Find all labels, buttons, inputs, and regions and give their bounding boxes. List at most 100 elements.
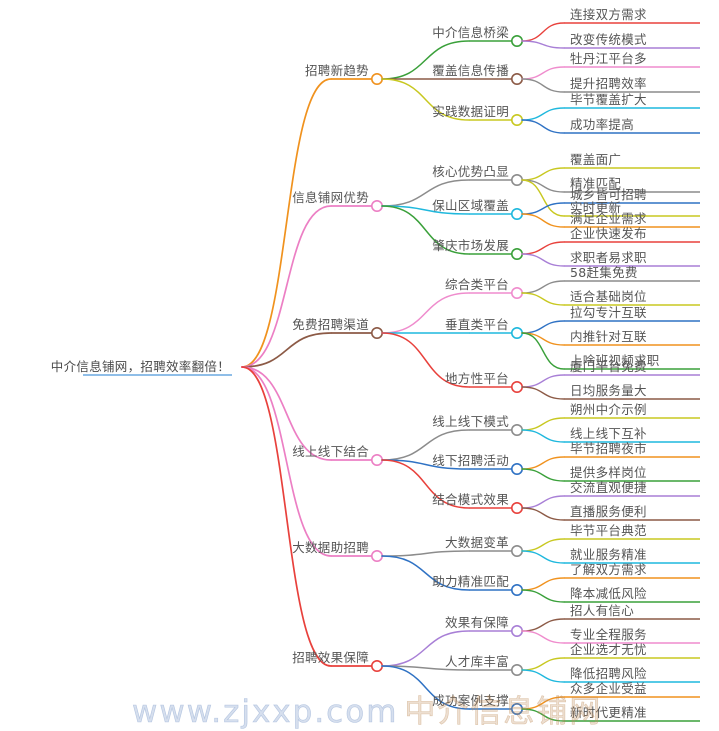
sub-node-3-0[interactable] xyxy=(510,423,523,436)
leaf-label-3-2-1[interactable]: 直播服务便利 xyxy=(570,504,647,519)
sub-label-2-2[interactable]: 地方性平台 xyxy=(444,371,509,386)
connector-sub-1-0-to-leaf-0 xyxy=(521,167,565,181)
leaf-label-4-1-0[interactable]: 了解双方需求 xyxy=(570,562,647,577)
branch-label-4[interactable]: 大数据助招聘 xyxy=(292,540,369,555)
leaf-label-2-0-0[interactable]: 58赶集免费 xyxy=(570,265,638,280)
leaf-label-4-0-0[interactable]: 毕节平台典范 xyxy=(570,523,647,538)
leaf-label-4-1-1[interactable]: 降本减低风险 xyxy=(570,586,647,601)
sub-label-2-0[interactable]: 综合类平台 xyxy=(444,277,509,292)
leaf-label-3-1-1[interactable]: 提供多样岗位 xyxy=(570,465,647,480)
sub-node-0-1[interactable] xyxy=(510,73,523,86)
connector-sub-1-1-to-leaf-1 xyxy=(521,213,565,228)
leaf-label-2-1-0[interactable]: 拉勾专汁互联 xyxy=(570,305,647,320)
sub-node-1-0[interactable] xyxy=(510,174,523,187)
sub-node-2-2[interactable] xyxy=(510,380,523,393)
sub-label-1-1[interactable]: 保山区域覆盖 xyxy=(432,198,509,213)
leaf-label-1-1-0[interactable]: 城乡皆可招聘 xyxy=(570,187,647,202)
sub-node-0-0[interactable] xyxy=(510,34,523,47)
sub-node-0-2[interactable] xyxy=(510,114,523,127)
leaf-label-2-1-1[interactable]: 内推针对互联 xyxy=(570,329,647,344)
connector-sub-2-2-to-leaf-0 xyxy=(521,374,565,388)
connector-sub-2-2-to-leaf-1 xyxy=(521,386,565,400)
sub-label-5-2[interactable]: 成功案例支撑 xyxy=(432,693,509,708)
connector-root-to-branch-4 xyxy=(241,366,332,557)
sub-label-3-2[interactable]: 结合模式效果 xyxy=(432,492,509,507)
connector-branch-2-to-sub-2 xyxy=(381,332,470,388)
branch-label-3[interactable]: 线上线下结合 xyxy=(292,444,369,459)
leaf-label-3-0-0[interactable]: 朔州中介示例 xyxy=(570,402,647,417)
leaf-label-1-1-1[interactable]: 满足企业需求 xyxy=(570,211,647,226)
sub-label-5-1[interactable]: 人才库丰富 xyxy=(444,654,509,669)
sub-node-5-2[interactable] xyxy=(510,702,523,715)
sub-label-4-1[interactable]: 助力精准匹配 xyxy=(432,574,509,589)
connector-sub-4-1-to-leaf-1 xyxy=(521,589,565,603)
leaf-label-3-1-0[interactable]: 毕节招聘夜市 xyxy=(570,441,647,456)
leaf-label-5-1-1[interactable]: 降低招聘风险 xyxy=(570,666,647,681)
sub-label-4-0[interactable]: 大数据变革 xyxy=(444,535,509,550)
sub-node-2-1[interactable] xyxy=(510,326,523,339)
leaf-label-5-0-0[interactable]: 招人有信心 xyxy=(570,603,635,618)
connector-branch-0-to-sub-2 xyxy=(381,78,470,121)
leaf-label-0-0-1[interactable]: 改变传统模式 xyxy=(570,32,647,47)
branch-label-1[interactable]: 信息铺网优势 xyxy=(292,190,369,205)
sub-label-3-0[interactable]: 线上线下模式 xyxy=(432,414,509,429)
leaf-label-2-1-2[interactable]: 上啥班视频求职 xyxy=(570,353,660,368)
sub-label-1-2[interactable]: 肇庆市场发展 xyxy=(432,238,509,253)
leaf-label-1-2-0[interactable]: 企业快速发布 xyxy=(570,226,647,241)
leaf-label-0-2-1[interactable]: 成功率提高 xyxy=(570,117,635,132)
leaf-label-1-0-1[interactable]: 精准匹配 xyxy=(570,176,622,191)
leaf-label-1-0-2[interactable]: 实时更新 xyxy=(570,200,622,215)
sub-label-0-0[interactable]: 中介信息桥梁 xyxy=(432,25,509,40)
connector-sub-0-1-to-leaf-0 xyxy=(521,66,565,80)
connector-sub-1-2-to-leaf-1 xyxy=(521,253,565,267)
sub-label-0-2[interactable]: 实践数据证明 xyxy=(432,104,509,119)
root-node-label[interactable]: 中介信息铺网，招聘效率翻倍！ xyxy=(50,359,230,374)
leaf-label-5-2-1[interactable]: 新时代更精准 xyxy=(570,705,647,720)
leaf-label-2-0-1[interactable]: 适合基础岗位 xyxy=(570,289,647,304)
connector-sub-3-0-to-leaf-1 xyxy=(521,429,565,443)
sub-node-5-0[interactable] xyxy=(510,624,523,637)
leaf-label-0-1-1[interactable]: 提升招聘效率 xyxy=(570,76,647,91)
connector-branch-3-to-sub-0 xyxy=(381,429,470,461)
branch-label-2[interactable]: 免费招聘渠道 xyxy=(292,317,369,332)
sub-label-3-1[interactable]: 线下招聘活动 xyxy=(432,453,509,468)
leaf-label-0-0-0[interactable]: 连接双方需求 xyxy=(570,7,647,22)
leaf-label-1-2-1[interactable]: 求职者易求职 xyxy=(570,250,647,265)
connector-sub-0-0-to-leaf-0 xyxy=(521,22,565,42)
connector-sub-4-0-to-leaf-0 xyxy=(521,538,565,552)
leaf-label-5-2-0[interactable]: 众多企业受益 xyxy=(570,681,647,696)
sub-node-4-1[interactable] xyxy=(510,583,523,596)
leaf-label-3-0-1[interactable]: 线上线下互补 xyxy=(570,426,647,441)
leaf-label-3-2-0[interactable]: 交流直观便捷 xyxy=(570,480,647,495)
sub-node-1-2[interactable] xyxy=(510,248,523,261)
sub-label-2-1[interactable]: 垂直类平台 xyxy=(444,317,509,332)
leaf-label-5-0-1[interactable]: 专业全程服务 xyxy=(570,627,647,642)
connector-root-to-branch-1 xyxy=(241,205,332,368)
branch-label-5[interactable]: 招聘效果保障 xyxy=(292,650,369,665)
sub-node-4-0[interactable] xyxy=(510,544,523,557)
branch-node-4[interactable] xyxy=(370,549,383,562)
connector-sub-2-1-to-leaf-2 xyxy=(521,332,565,370)
connector-branch-1-to-sub-2 xyxy=(381,205,470,255)
sub-label-5-0[interactable]: 效果有保障 xyxy=(444,615,509,630)
sub-label-0-1[interactable]: 覆盖信息传播 xyxy=(432,63,509,78)
sub-node-1-1[interactable] xyxy=(510,208,523,221)
sub-node-5-1[interactable] xyxy=(510,663,523,676)
connector-sub-2-0-to-leaf-0 xyxy=(521,280,565,294)
leaf-label-0-2-0[interactable]: 毕节覆盖扩大 xyxy=(570,92,647,107)
leaf-label-2-2-0[interactable]: 厦门平台免费 xyxy=(570,359,647,374)
leaf-label-4-0-1[interactable]: 就业服务精准 xyxy=(570,547,647,562)
connector-branch-4-to-sub-1 xyxy=(381,555,470,591)
sub-node-3-2[interactable] xyxy=(510,501,523,514)
sub-label-1-0[interactable]: 核心优势凸显 xyxy=(432,164,509,179)
connector-sub-3-0-to-leaf-0 xyxy=(521,417,565,431)
branch-label-0[interactable]: 招聘新趋势 xyxy=(304,63,369,78)
leaf-label-1-0-0[interactable]: 覆盖面广 xyxy=(570,152,622,167)
sub-node-3-1[interactable] xyxy=(510,462,523,475)
connector-sub-0-0-to-leaf-1 xyxy=(521,40,565,49)
sub-node-2-0[interactable] xyxy=(510,286,523,299)
connector-sub-5-0-to-leaf-1 xyxy=(521,630,565,644)
leaf-label-0-1-0[interactable]: 牡丹江平台多 xyxy=(570,51,647,66)
leaf-label-2-2-1[interactable]: 日均服务量大 xyxy=(570,383,647,398)
leaf-label-5-1-0[interactable]: 企业选才无忧 xyxy=(570,642,647,657)
